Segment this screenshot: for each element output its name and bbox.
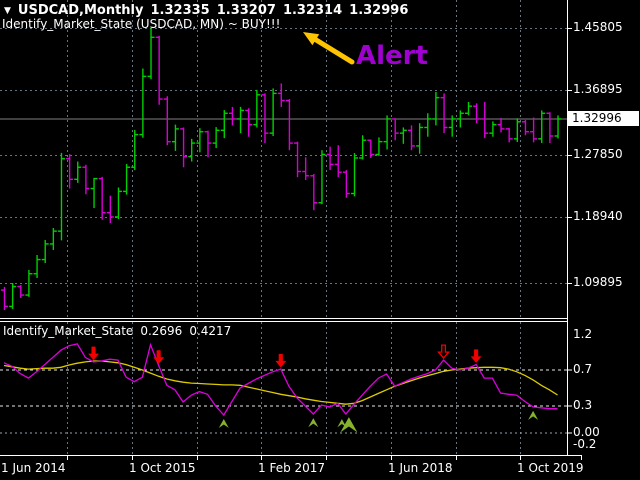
- price-scale[interactable]: 1.45805 1.36895 1.27850 1.18940 1.09895 1.2 0.…: [567, 0, 640, 455]
- axis-ticks: [67, 28, 572, 460]
- price-scale-label: 1.45805: [573, 20, 623, 34]
- alert-annotation-label[interactable]: Alert: [356, 41, 428, 71]
- time-axis-label: 1 Jun 2018: [388, 461, 453, 475]
- indicator-title-line: Identify_Market_State 0.2696 0.4217: [3, 324, 231, 338]
- price-scale-label: 1.36895: [573, 82, 623, 96]
- time-axis-label: 1 Jun 2014: [1, 461, 66, 475]
- quote-high: 1.33207: [216, 3, 276, 18]
- grid-lines: [0, 0, 567, 455]
- buy-arrows: [218, 410, 539, 433]
- alert-arrow-icon: [303, 32, 355, 65]
- indicator-scale-label: 0.7: [573, 362, 593, 376]
- price-scale-label: 1.27850: [573, 147, 623, 161]
- indicator-scale-label: 0.00: [573, 425, 600, 439]
- indicator-value-signal: 0.4217: [189, 324, 232, 338]
- indicator-scale-label: -0.2: [573, 437, 597, 451]
- price-scale-label: 1.18940: [573, 209, 623, 223]
- time-axis-label: 1 Oct 2015: [129, 461, 196, 475]
- indicator-scale-label: 1.2: [573, 327, 593, 341]
- indicator-scale-label: 0.3: [573, 398, 593, 412]
- sell-arrows: [88, 344, 482, 368]
- indicator-level-lines: [0, 369, 567, 434]
- indicator-status-line: Identify_Market_State (USDCAD, MN) ~ BUY…: [2, 17, 281, 31]
- time-axis-label: 1 Feb 2017: [258, 461, 326, 475]
- quote-close: 1.32996: [349, 3, 409, 18]
- symbol-dropdown-icon[interactable]: ▼: [4, 6, 11, 16]
- current-price-box: 1.32996: [568, 111, 639, 126]
- time-axis[interactable]: 1 Jun 2014 1 Oct 2015 1 Feb 2017 1 Jun 2018…: [0, 456, 640, 480]
- time-axis-label: 1 Oct 2019: [517, 461, 584, 475]
- symbol-period-label: USDCAD,Monthly: [17, 3, 144, 18]
- price-scale-label: 1.09895: [573, 275, 623, 289]
- indicator-value-main: 0.2696: [140, 324, 183, 338]
- price-bars: [1, 28, 562, 310]
- quote-line: ▼ USDCAD,Monthly 1.32335 1.33207 1.32314 1.32…: [4, 3, 408, 18]
- panel-borders: [0, 0, 582, 460]
- indicator-name: Identify_Market_State: [3, 324, 134, 338]
- indicator-main-line: [3, 342, 558, 417]
- quote-open: 1.32335: [150, 3, 210, 18]
- quote-low: 1.32314: [282, 3, 343, 18]
